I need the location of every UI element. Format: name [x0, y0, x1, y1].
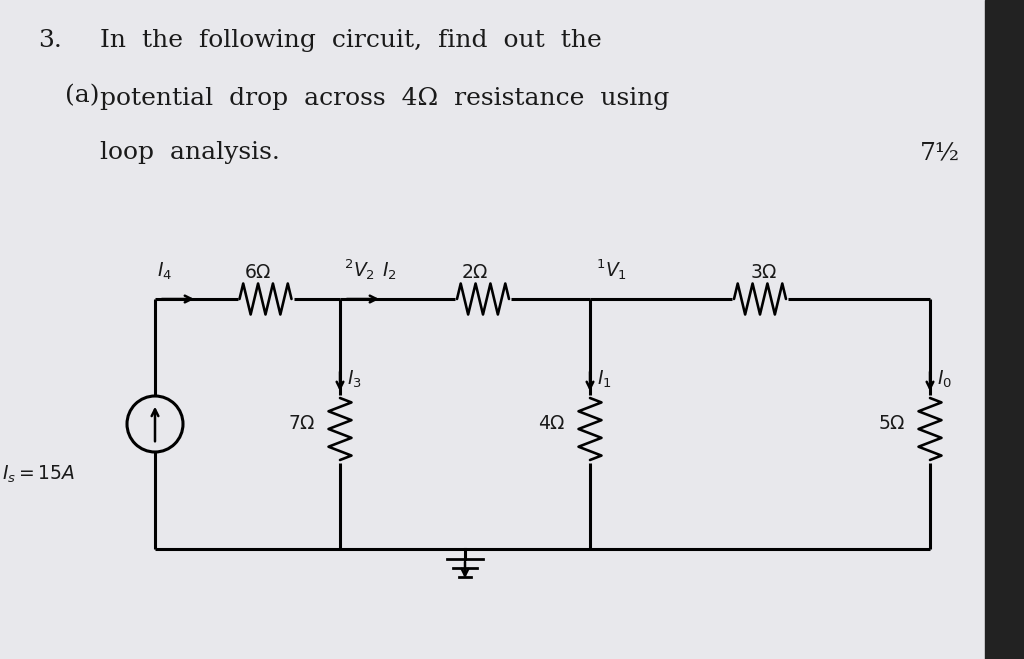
Text: $5\Omega$: $5\Omega$: [878, 415, 905, 433]
Text: loop  analysis.: loop analysis.: [100, 141, 280, 164]
Text: $6\Omega$: $6\Omega$: [244, 264, 271, 282]
Text: (a): (a): [65, 84, 99, 107]
Text: $I_1$: $I_1$: [597, 368, 611, 389]
Text: $^{2}V_2$: $^{2}V_2$: [344, 257, 375, 282]
Text: $I_3$: $I_3$: [347, 368, 361, 389]
Text: $^{1}V_1$: $^{1}V_1$: [596, 257, 627, 282]
Text: $4\Omega$: $4\Omega$: [538, 415, 565, 433]
Text: potential  drop  across  4Ω  resistance  using: potential drop across 4Ω resistance usin…: [100, 87, 670, 110]
Text: $7\Omega$: $7\Omega$: [288, 415, 315, 433]
Text: $3\Omega$: $3\Omega$: [750, 264, 777, 282]
Text: 3.: 3.: [38, 29, 61, 52]
Text: $I_2$: $I_2$: [382, 261, 396, 282]
Text: 7½: 7½: [920, 141, 961, 164]
Text: $I_s = 15A$: $I_s = 15A$: [2, 463, 76, 484]
Bar: [985, 0, 1024, 659]
Text: $I_4$: $I_4$: [157, 261, 172, 282]
Text: In  the  following  circuit,  find  out  the: In the following circuit, find out the: [100, 29, 602, 52]
Text: $2\Omega$: $2\Omega$: [461, 264, 488, 282]
Text: $I_0$: $I_0$: [937, 368, 952, 389]
